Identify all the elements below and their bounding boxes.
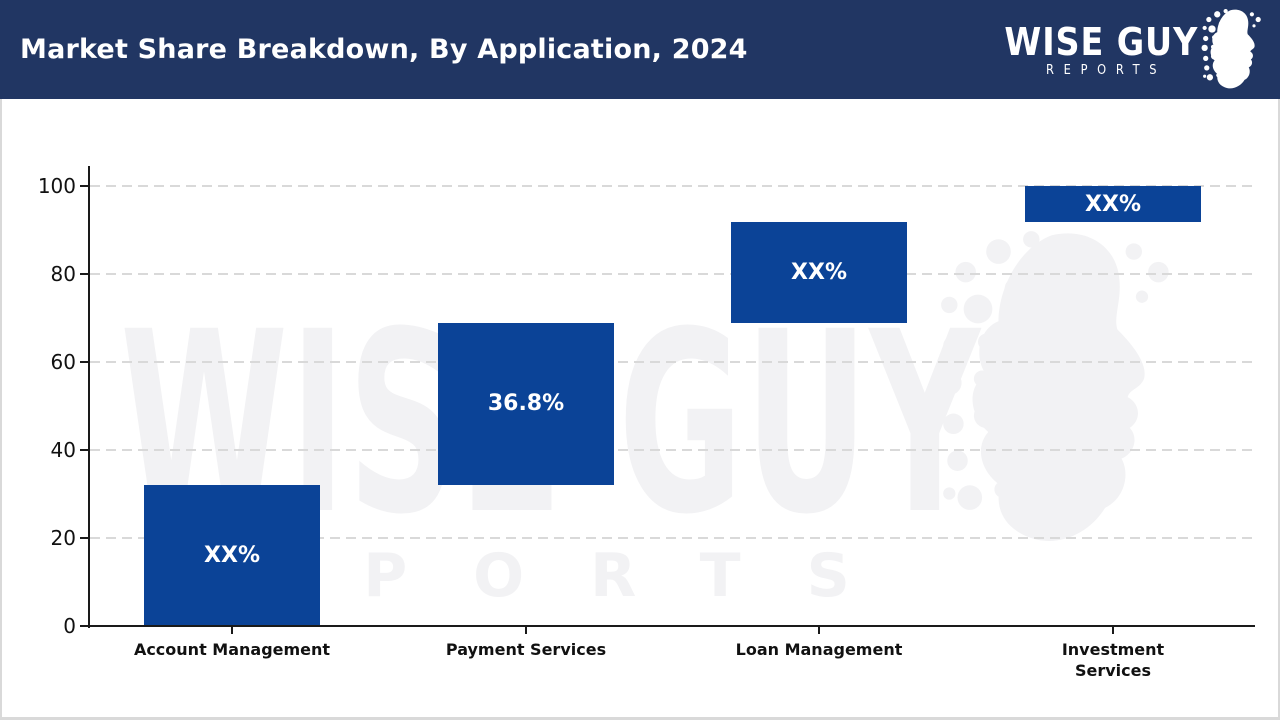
y-tick-label-20: 20 [50, 526, 76, 550]
gridline-100 [90, 185, 1255, 187]
gridline-80 [90, 273, 1255, 275]
brand-subtext: REPORTS [1045, 62, 1167, 78]
brand-wordmark: WISE GUY [1004, 19, 1198, 64]
bar-account-management: XX% [144, 484, 320, 626]
y-tick-label-40: 40 [50, 438, 76, 462]
bar-value-label: XX% [204, 542, 260, 568]
y-tick-80 [80, 273, 88, 275]
page-title: Market Share Breakdown, By Application, … [20, 34, 748, 65]
x-tick-0 [231, 627, 233, 634]
gridline-60 [90, 361, 1255, 363]
bar-value-label: XX% [1085, 191, 1141, 217]
y-axis-line [88, 166, 90, 628]
y-tick-20 [80, 537, 88, 539]
x-category-label: Account Management [133, 640, 331, 659]
bar-investment-services: XX% [1025, 186, 1201, 223]
bar-value-label: XX% [791, 259, 847, 285]
gridline-20 [90, 537, 1255, 539]
brand-logo-text: WISE GUY REPORTS [1004, 23, 1198, 77]
y-tick-label-60: 60 [50, 350, 76, 374]
gridline-40 [90, 449, 1255, 451]
x-tick-2 [818, 627, 820, 634]
y-tick-label-100: 100 [37, 174, 76, 198]
x-tick-3 [1112, 627, 1114, 634]
y-tick-label-0: 0 [63, 614, 76, 638]
brand-logo: WISE GUY REPORTS [978, 8, 1266, 92]
y-tick-label-80: 80 [50, 262, 76, 286]
y-tick-100 [80, 185, 88, 187]
bar-value-label: 36.8% [487, 391, 565, 417]
y-tick-60 [80, 361, 88, 363]
x-category-label: Loan Management [735, 640, 903, 659]
x-axis-line [82, 625, 1255, 627]
y-tick-0 [80, 625, 88, 627]
bar-payment-services: 36.8% [438, 322, 614, 485]
y-tick-40 [80, 449, 88, 451]
bar-loan-management: XX% [731, 222, 907, 323]
x-category-label: Payment Services [445, 640, 607, 659]
chart-panel: WISE GUY REPORTS XX% 36.8% XX% XX% 0 20 40 60 80… [0, 99, 1280, 720]
x-tick-1 [525, 627, 527, 634]
brand-face-icon [1201, 8, 1261, 88]
market-share-bar-chart: XX% 36.8% XX% XX% 0 20 40 60 80 100 Account Manage… [2, 99, 1278, 717]
x-category-label: Investment Services [1061, 640, 1165, 680]
header: Market Share Breakdown, By Application, … [0, 0, 1280, 99]
